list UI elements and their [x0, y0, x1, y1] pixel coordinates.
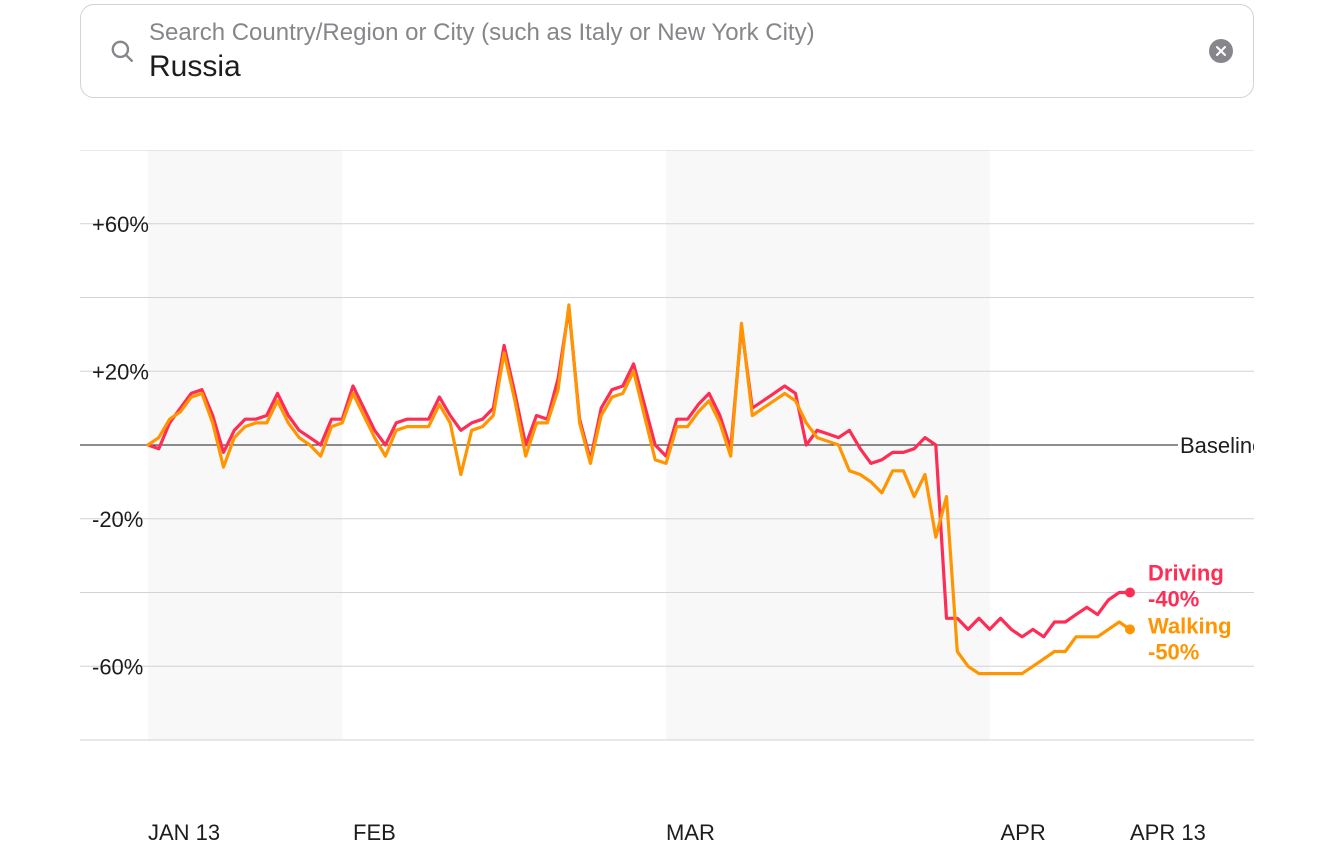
- x-axis-label: FEB: [353, 820, 396, 844]
- clear-button[interactable]: [1209, 39, 1233, 63]
- x-axis-label: MAR: [666, 820, 715, 844]
- x-axis-label: JAN 13: [148, 820, 220, 844]
- series-end-dot-walking: [1125, 624, 1135, 634]
- close-icon: [1215, 45, 1227, 57]
- series-end-dot-driving: [1125, 588, 1135, 598]
- app-root: Search Country/Region or City (such as I…: [0, 0, 1332, 866]
- y-axis-label: -20%: [92, 507, 143, 532]
- x-axis-label: APR 13: [1130, 820, 1206, 844]
- legend-value-driving: -40%: [1148, 587, 1199, 612]
- x-axis-label: APR: [1001, 820, 1046, 844]
- mobility-chart: -60% -20% +20% +60% Baseline Driving-40%Walki…: [80, 150, 1254, 844]
- search-box[interactable]: Search Country/Region or City (such as I…: [80, 4, 1254, 98]
- legend-value-walking: -50%: [1148, 639, 1199, 664]
- search-icon: [109, 38, 135, 64]
- baseline-label: Baseline: [1180, 433, 1254, 458]
- search-placeholder: Search Country/Region or City (such as I…: [149, 17, 1209, 49]
- y-axis-label: +20%: [92, 359, 149, 384]
- y-axis-label: +60%: [92, 212, 149, 237]
- search-input[interactable]: Russia: [149, 49, 1209, 85]
- y-axis-label: -60%: [92, 654, 143, 679]
- search-text-group: Search Country/Region or City (such as I…: [149, 17, 1209, 85]
- legend-label-driving: Driving: [1148, 561, 1224, 586]
- legend-label-walking: Walking: [1148, 613, 1232, 638]
